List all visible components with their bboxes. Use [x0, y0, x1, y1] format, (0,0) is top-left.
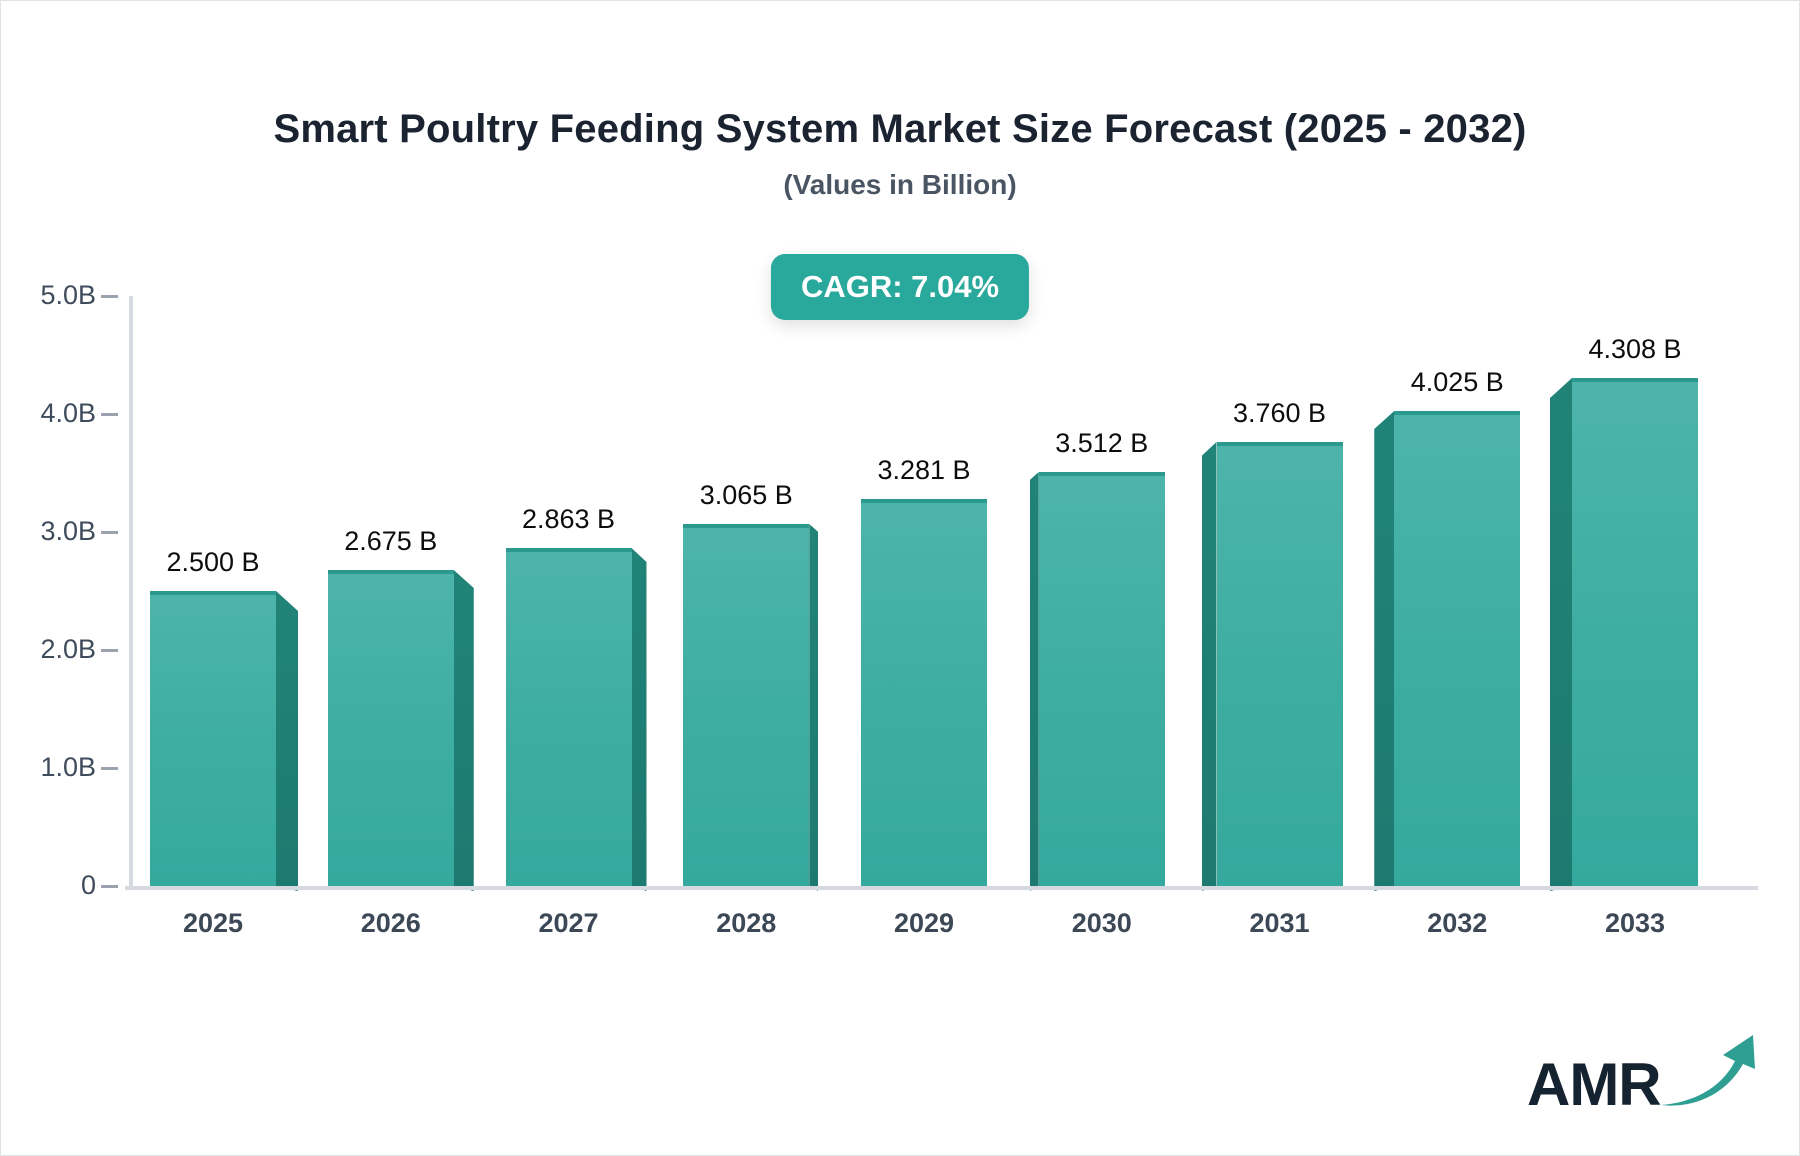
amr-logo: AMR — [1527, 1027, 1761, 1115]
x-axis-label-2030: 2030 — [1071, 908, 1132, 938]
chart-title: Smart Poultry Feeding System Market Size… — [273, 107, 1527, 151]
bar-side-face-2028 — [809, 524, 818, 891]
chart-subtitle: (Values in Billion) — [783, 169, 1017, 200]
bar-value-label: 3.512 B — [1055, 428, 1149, 458]
bar-value-label: 2.863 B — [521, 504, 616, 534]
y-axis-tick — [101, 648, 118, 652]
bar-side-face-2026 — [454, 570, 474, 891]
cagr-badge: CAGR: 7.04% — [770, 254, 1030, 320]
bar-2030 — [1038, 472, 1165, 886]
x-axis-label-2027: 2027 — [538, 908, 599, 938]
y-axis-tick-label: 4.0B — [40, 398, 96, 428]
x-axis-line — [125, 886, 1758, 890]
y-axis-tick-label: 3.0B — [40, 516, 96, 546]
bar-side-face-2031 — [1202, 442, 1217, 891]
amr-logo-text: AMR — [1527, 1051, 1662, 1118]
bar-value-label: 4.025 B — [1410, 367, 1504, 397]
x-axis-label-2028: 2028 — [716, 908, 777, 938]
y-axis-line — [129, 296, 133, 890]
x-axis-label-2032: 2032 — [1427, 908, 1488, 938]
y-axis-tick — [101, 412, 118, 416]
bar-value-label: 4.308 B — [1588, 334, 1682, 364]
bar-2031 — [1216, 442, 1343, 886]
bar-value-label: 2.675 B — [344, 526, 438, 556]
bar-side-face-2030 — [1030, 472, 1039, 891]
bar-side-face-2032 — [1374, 411, 1394, 891]
bar-side-face-2033 — [1550, 378, 1572, 891]
bar-side-face-2027 — [632, 548, 647, 891]
x-axis-label-2026: 2026 — [360, 908, 421, 938]
bar-side-face-2025 — [276, 591, 298, 891]
y-axis-tick-label: 0 — [80, 870, 96, 900]
bar-value-label: 3.065 B — [699, 480, 793, 510]
bar-value-label: 3.760 B — [1232, 398, 1327, 428]
bar-2026 — [327, 570, 454, 886]
bar-chart-plot-area: 0 1.0B 2.0B 3.0B 4.0B 5.0B 2.500 B 2025 2.675 B 2… — [40, 280, 1758, 938]
bar-value-label: 3.281 B — [877, 455, 971, 485]
y-axis-tick — [101, 766, 118, 770]
bar-2033 — [1572, 378, 1698, 886]
x-axis-label-2033: 2033 — [1604, 908, 1666, 938]
y-axis-tick — [101, 294, 118, 298]
y-axis-tick-label: 5.0B — [40, 280, 96, 310]
y-axis-tick — [101, 530, 118, 534]
growth-arrow-icon — [1660, 1035, 1755, 1106]
bar-2027 — [505, 548, 632, 886]
y-axis-tick-label: 2.0B — [40, 634, 96, 664]
bar-2028 — [683, 524, 810, 886]
bar-value-label: 2.500 B — [166, 547, 260, 577]
x-axis-label-2031: 2031 — [1249, 908, 1310, 938]
y-axis-tick-label: 1.0B — [40, 752, 96, 782]
y-axis-tick — [101, 884, 118, 888]
x-axis-label-2025: 2025 — [182, 908, 244, 938]
bar-2029 — [861, 499, 987, 886]
x-axis-label-2029: 2029 — [893, 908, 955, 938]
bar-2032 — [1394, 411, 1521, 886]
bar-2025 — [150, 591, 276, 886]
